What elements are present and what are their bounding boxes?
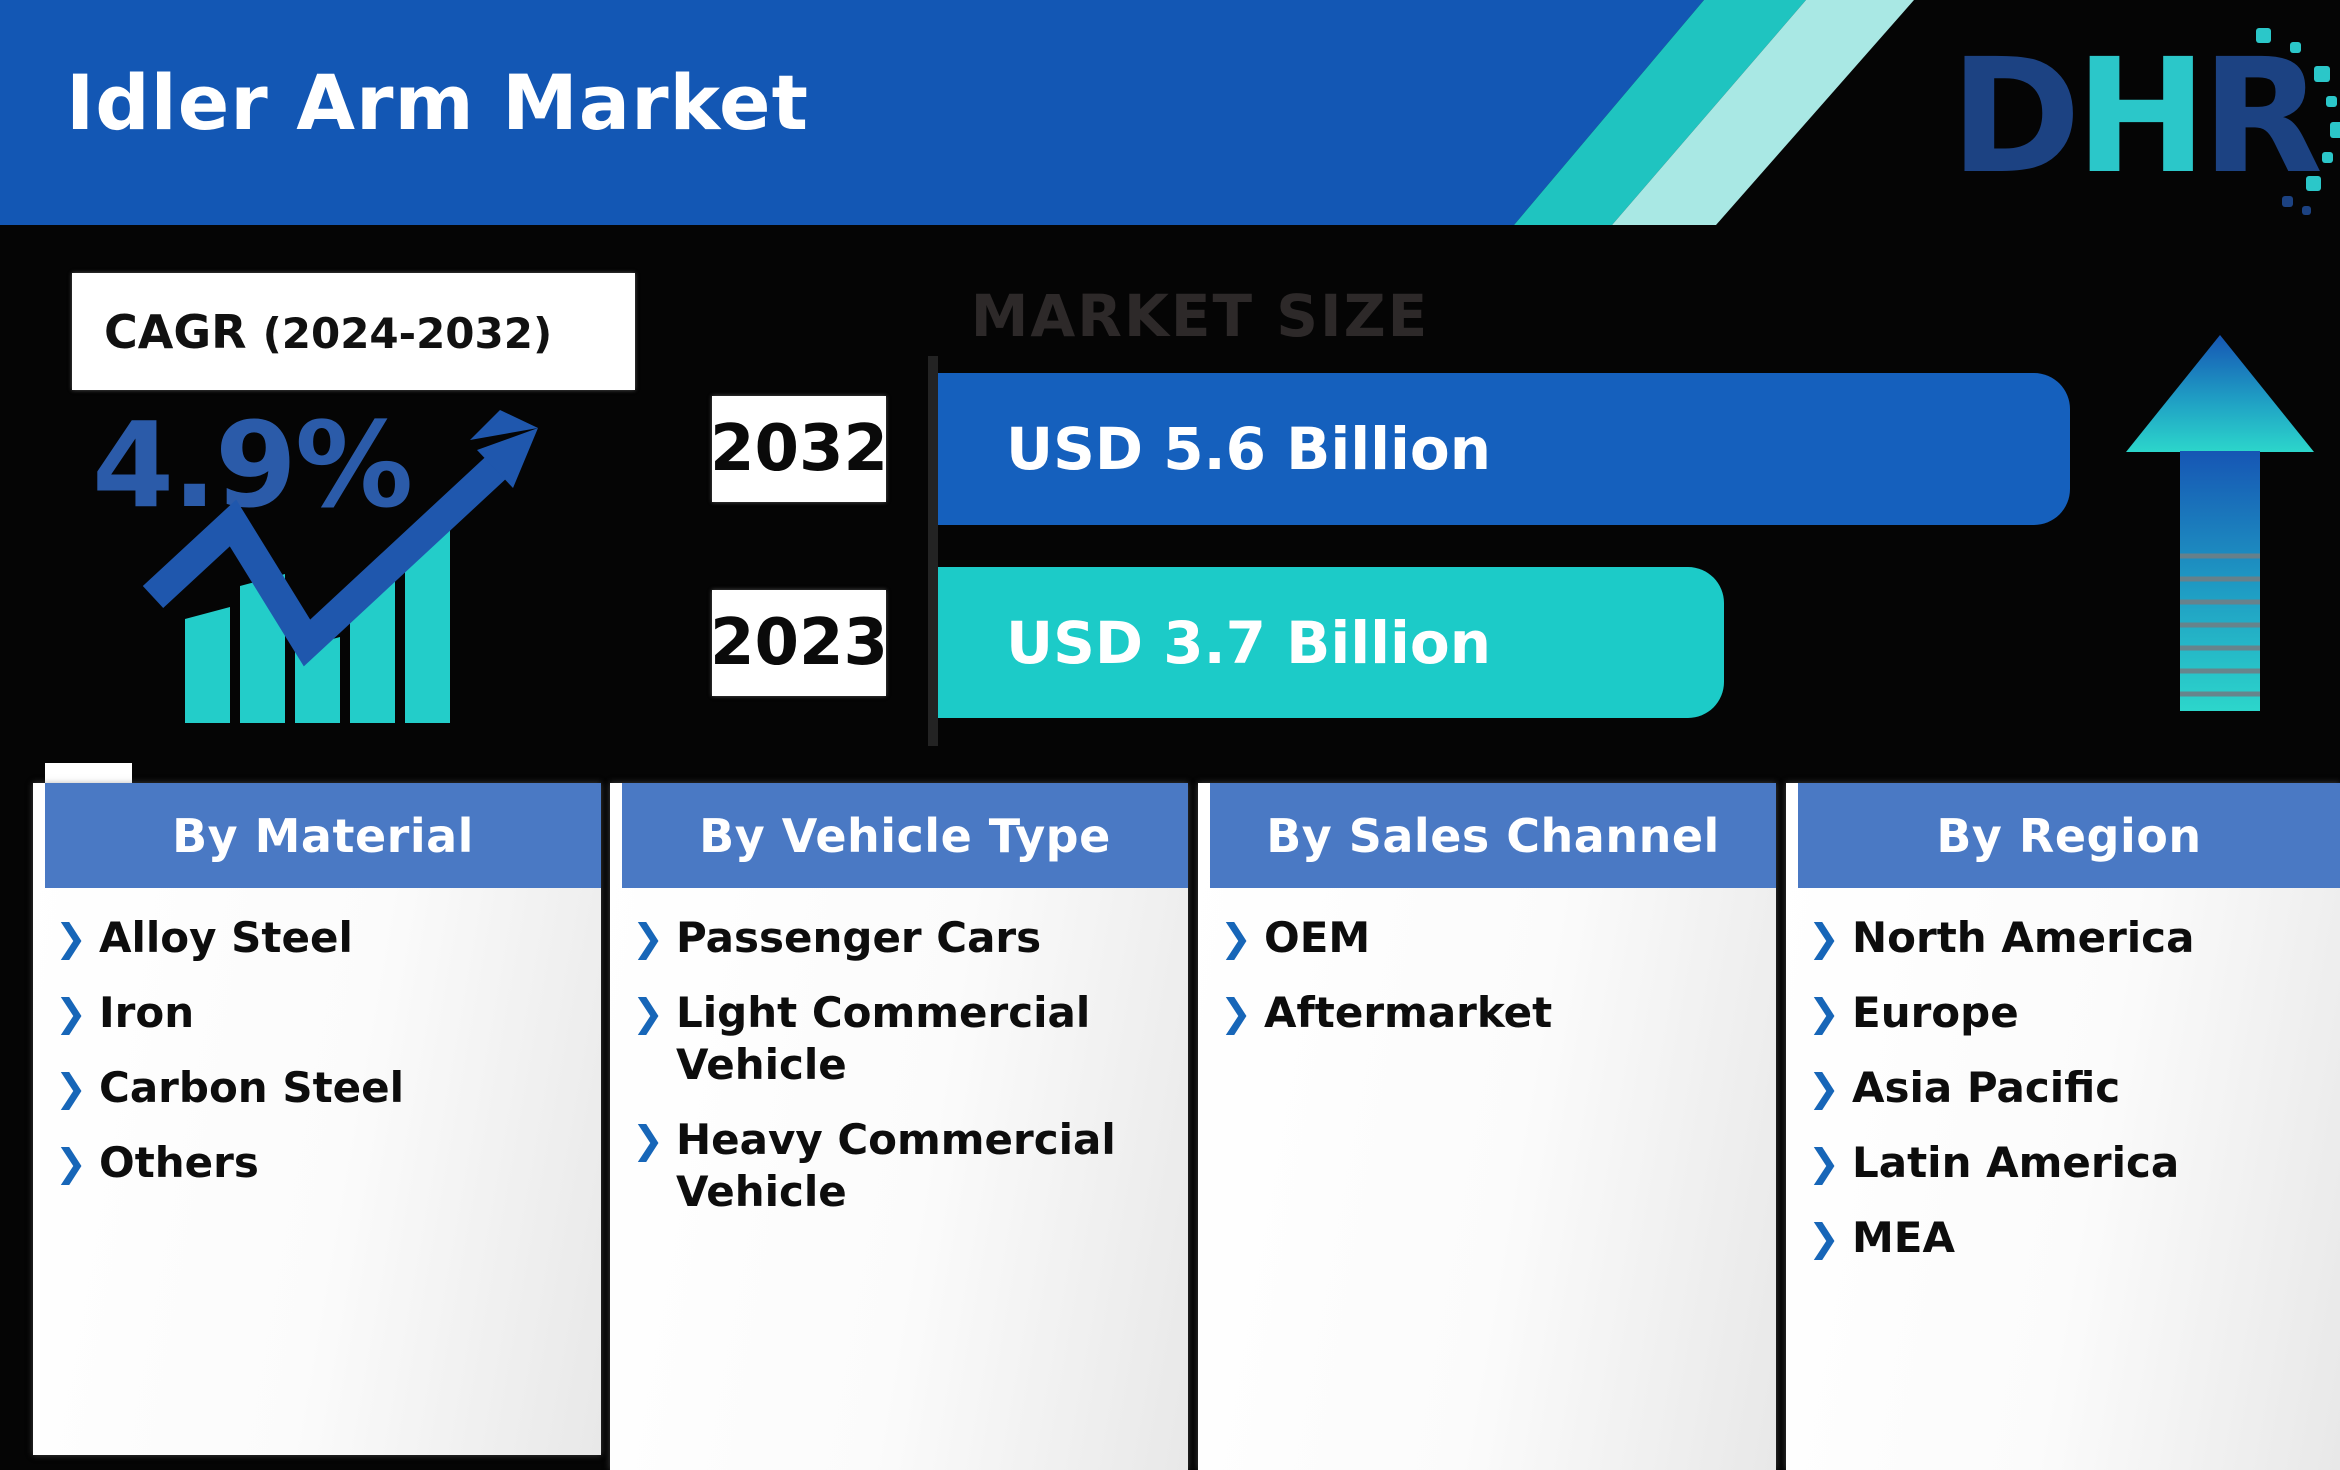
list-item: ❯ Alloy Steel xyxy=(55,912,587,964)
bar-value-label: USD 5.6 Billion xyxy=(1006,415,1492,483)
segment-panel-vehicle-type: By Vehicle Type ❯ Passenger Cars ❯ Light Co… xyxy=(610,783,1188,1470)
list-item: ❯ Aftermarket xyxy=(1220,987,1762,1039)
list-item: ❯ Europe xyxy=(1808,987,2326,1039)
dhr-logo: DHR xyxy=(1950,25,2340,216)
list-item: ❯ Others xyxy=(55,1137,587,1189)
bar-value-label: USD 3.7 Billion xyxy=(1006,608,1492,677)
list-item-label: Carbon Steel xyxy=(99,1063,405,1112)
segment-header-sales-channel: By Sales Channel xyxy=(1210,783,1776,888)
year-label-2032: 2032 xyxy=(710,396,888,502)
list-item: ❯ Light Commercial Vehicle xyxy=(632,987,1174,1091)
chevron-bullet-icon: ❯ xyxy=(55,991,87,1035)
chevron-bullet-icon: ❯ xyxy=(1220,916,1252,960)
segment-header-vehicle-type: By Vehicle Type xyxy=(622,783,1188,888)
list-item: ❯ Heavy Commercial Vehicle xyxy=(632,1114,1174,1218)
chevron-bullet-icon: ❯ xyxy=(55,916,87,960)
upward-arrow-icon xyxy=(2126,335,2314,711)
header-bar: Idler Arm Market DHR xyxy=(0,0,2340,225)
chevron-bullet-icon: ❯ xyxy=(1808,991,1840,1035)
list-item: ❯ Iron xyxy=(55,987,587,1039)
segment-list-material: ❯ Alloy Steel ❯ Iron ❯ Carbon Steel ❯ Others xyxy=(33,888,601,1189)
segment-panel-region: By Region ❯ North America ❯ Europe ❯ Asia Pac… xyxy=(1786,783,2340,1470)
segment-header-material: By Material xyxy=(45,783,601,888)
panel-top-tab xyxy=(45,763,132,785)
list-item-label: OEM xyxy=(1264,913,1371,962)
chevron-bullet-icon: ❯ xyxy=(632,991,664,1035)
dhr-logo-letters: DHR xyxy=(1950,25,2323,209)
market-size-bar-2023: USD 3.7 Billion xyxy=(938,567,1724,718)
header-diagonal-stripes xyxy=(0,0,1914,225)
list-item: ❯ North America xyxy=(1808,912,2326,964)
list-item: ❯ MEA xyxy=(1808,1212,2326,1264)
list-item: ❯ Carbon Steel xyxy=(55,1062,587,1114)
list-item: ❯ Passenger Cars xyxy=(632,912,1174,964)
list-item-label: Heavy Commercial Vehicle xyxy=(676,1115,1116,1216)
segment-panel-sales-channel: By Sales Channel ❯ OEM ❯ Aftermarket xyxy=(1198,783,1776,1470)
segment-panel-material: By Material ❯ Alloy Steel ❯ Iron ❯ Carbon Ste… xyxy=(33,783,601,1455)
chevron-bullet-icon: ❯ xyxy=(1808,1141,1840,1185)
cagr-box: CAGR (2024-2032) xyxy=(72,273,635,390)
list-item-label: Others xyxy=(99,1138,259,1187)
chevron-bullet-icon: ❯ xyxy=(632,916,664,960)
chevron-bullet-icon: ❯ xyxy=(1220,991,1252,1035)
list-item: ❯ Asia Pacific xyxy=(1808,1062,2326,1114)
segment-header-region: By Region xyxy=(1798,783,2340,888)
list-item-label: MEA xyxy=(1852,1213,1955,1262)
list-item-label: Alloy Steel xyxy=(99,913,353,962)
list-item: ❯ Latin America xyxy=(1808,1137,2326,1189)
list-item-label: Light Commercial Vehicle xyxy=(676,988,1091,1089)
list-item-label: Asia Pacific xyxy=(1852,1063,2121,1112)
chevron-bullet-icon: ❯ xyxy=(55,1066,87,1110)
segment-list-region: ❯ North America ❯ Europe ❯ Asia Pacific ❯ Latin… xyxy=(1786,888,2340,1264)
list-item-label: Latin America xyxy=(1852,1138,2180,1187)
chevron-bullet-icon: ❯ xyxy=(55,1141,87,1185)
segment-list-sales-channel: ❯ OEM ❯ Aftermarket xyxy=(1198,888,1776,1039)
year-label-2023: 2023 xyxy=(710,590,888,696)
page-title: Idler Arm Market xyxy=(66,58,809,147)
chevron-bullet-icon: ❯ xyxy=(1808,1216,1840,1260)
chevron-bullet-icon: ❯ xyxy=(632,1118,664,1162)
list-item-label: North America xyxy=(1852,913,2195,962)
chevron-bullet-icon: ❯ xyxy=(1808,916,1840,960)
cagr-value: 4.9% xyxy=(92,396,413,534)
growth-chart-icon xyxy=(142,410,538,723)
axis-spine xyxy=(928,356,938,746)
cagr-label: CAGR (2024-2032) xyxy=(104,304,553,359)
market-size-heading: MARKET SIZE xyxy=(970,282,1430,350)
segment-list-vehicle-type: ❯ Passenger Cars ❯ Light Commercial Vehicle… xyxy=(610,888,1188,1218)
list-item-label: Aftermarket xyxy=(1264,988,1553,1037)
list-item-label: Passenger Cars xyxy=(676,913,1042,962)
list-item: ❯ OEM xyxy=(1220,912,1762,964)
market-size-bar-2032: USD 5.6 Billion xyxy=(938,373,2070,525)
list-item-label: Europe xyxy=(1852,988,2019,1037)
list-item-label: Iron xyxy=(99,988,195,1037)
chevron-bullet-icon: ❯ xyxy=(1808,1066,1840,1110)
